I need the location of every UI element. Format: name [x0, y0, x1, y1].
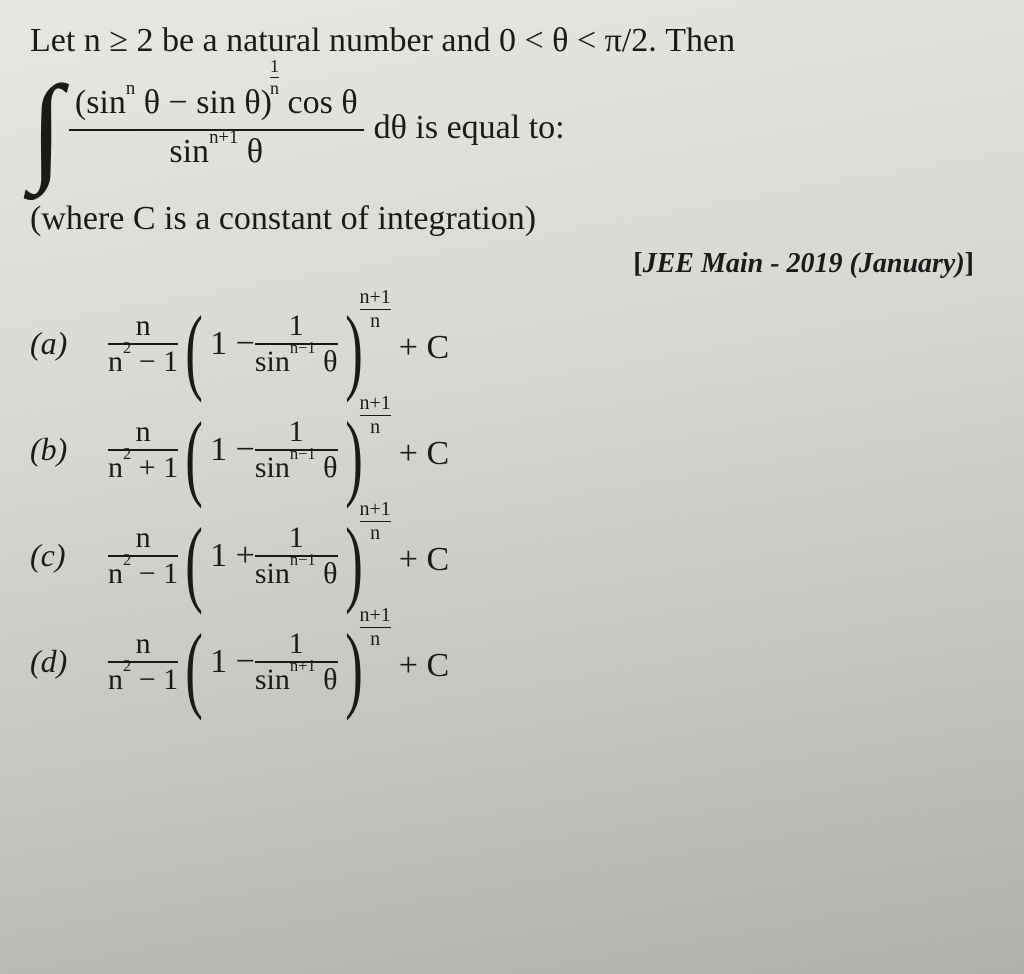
- option-c: (c) n n2 − 1 ( 1 + 1 sinn−1 θ ) n+1 n: [30, 520, 994, 592]
- d-theta: dθ is equal to:: [374, 109, 565, 147]
- inner-c: 1 + 1 sinn−1 θ: [210, 521, 337, 591]
- inner-b: 1 − 1 sinn−1 θ: [210, 415, 337, 485]
- option-a: (a) n n2 − 1 ( 1 − 1 sinn−1 θ ) n+1 n: [30, 308, 994, 380]
- exam-source: [JEE Main - 2019 (January)]: [30, 248, 994, 280]
- exponent-b: n+1 n: [360, 392, 391, 439]
- integrand-fraction: (sinn θ − sin θ)1n cos θ sinn+1 θ: [69, 84, 364, 171]
- exponent-c: n+1 n: [360, 498, 391, 545]
- option-label-d: (d): [30, 643, 84, 680]
- option-label-c: (c): [30, 537, 84, 574]
- option-d: (d) n n2 − 1 ( 1 − 1 sinn+1 θ ) n+1 n: [30, 626, 994, 698]
- integral-expression: ∫ (sinn θ − sin θ)1n cos θ sinn+1 θ dθ i…: [30, 74, 994, 182]
- option-label-b: (b): [30, 431, 84, 468]
- option-label-a: (a): [30, 325, 84, 362]
- lparen-icon: (: [185, 420, 203, 492]
- lparen-icon: (: [185, 632, 203, 704]
- question-page: Let n ≥ 2 be a natural number and 0 < θ …: [0, 0, 1024, 752]
- lparen-icon: (: [185, 526, 203, 598]
- option-b-expression: n n2 + 1 ( 1 − 1 sinn−1 θ ) n+1 n + C: [108, 414, 449, 486]
- integrand-numerator: (sinn θ − sin θ)1n cos θ: [69, 84, 364, 129]
- coef-c: n n2 − 1: [108, 521, 178, 591]
- integrand-denominator: sinn+1 θ: [163, 131, 269, 171]
- coef-b: n n2 + 1: [108, 415, 178, 485]
- exponent-d: n+1 n: [360, 604, 391, 651]
- coef-a: n n2 − 1: [108, 309, 178, 379]
- option-d-expression: n n2 − 1 ( 1 − 1 sinn+1 θ ) n+1 n + C: [108, 626, 449, 698]
- problem-statement: Let n ≥ 2 be a natural number and 0 < θ …: [30, 18, 994, 64]
- exponent-a: n+1 n: [360, 286, 391, 333]
- inner-a: 1 − 1 sinn−1 θ: [210, 309, 337, 379]
- option-c-expression: n n2 − 1 ( 1 + 1 sinn−1 θ ) n+1 n + C: [108, 520, 449, 592]
- outer-exponent: 1n: [270, 56, 279, 99]
- lparen-icon: (: [185, 314, 203, 386]
- inner-d: 1 − 1 sinn+1 θ: [210, 627, 337, 697]
- option-b: (b) n n2 + 1 ( 1 − 1 sinn−1 θ ) n+1 n: [30, 414, 994, 486]
- option-a-expression: n n2 − 1 ( 1 − 1 sinn−1 θ ) n+1 n + C: [108, 308, 449, 380]
- coef-d: n n2 − 1: [108, 627, 178, 697]
- integral-sign: ∫: [30, 74, 63, 182]
- constant-note: (where C is a constant of integration): [30, 200, 994, 238]
